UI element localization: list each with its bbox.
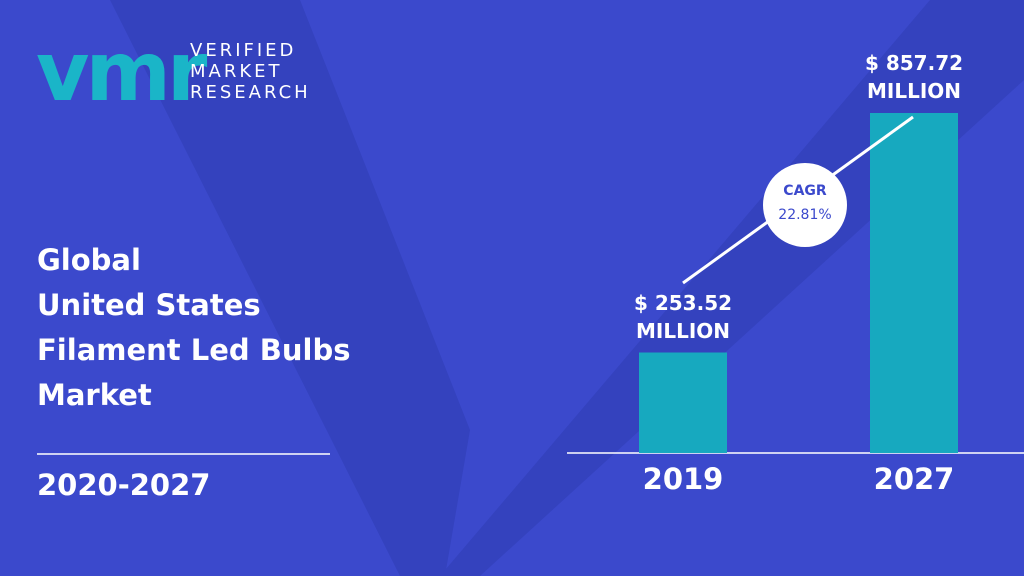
title: Market bbox=[37, 378, 152, 412]
logo-mark: vmr bbox=[36, 25, 208, 120]
title: Global bbox=[37, 243, 141, 277]
logo-text: MARKET bbox=[190, 61, 283, 82]
title: Filament Led Bulbs bbox=[37, 333, 351, 367]
cagr-badge bbox=[763, 163, 847, 247]
logo-text: RESEARCH bbox=[190, 82, 311, 103]
cagr-label: CAGR bbox=[783, 183, 827, 199]
cagr-value: 22.81% bbox=[778, 207, 831, 223]
period: 2020-2027 bbox=[37, 468, 211, 502]
bar bbox=[870, 113, 958, 453]
background-v bbox=[110, 0, 470, 576]
value-label: $ 253.52 MILLION bbox=[633, 290, 733, 343]
logo-text: VERIFIED bbox=[190, 40, 297, 61]
title: United States bbox=[37, 288, 261, 322]
value-label: $ 857.72 MILLION bbox=[864, 51, 964, 103]
x-tick-label: 2019 bbox=[642, 462, 724, 496]
x-tick-label: 2027 bbox=[873, 462, 955, 496]
bar bbox=[639, 352, 727, 453]
